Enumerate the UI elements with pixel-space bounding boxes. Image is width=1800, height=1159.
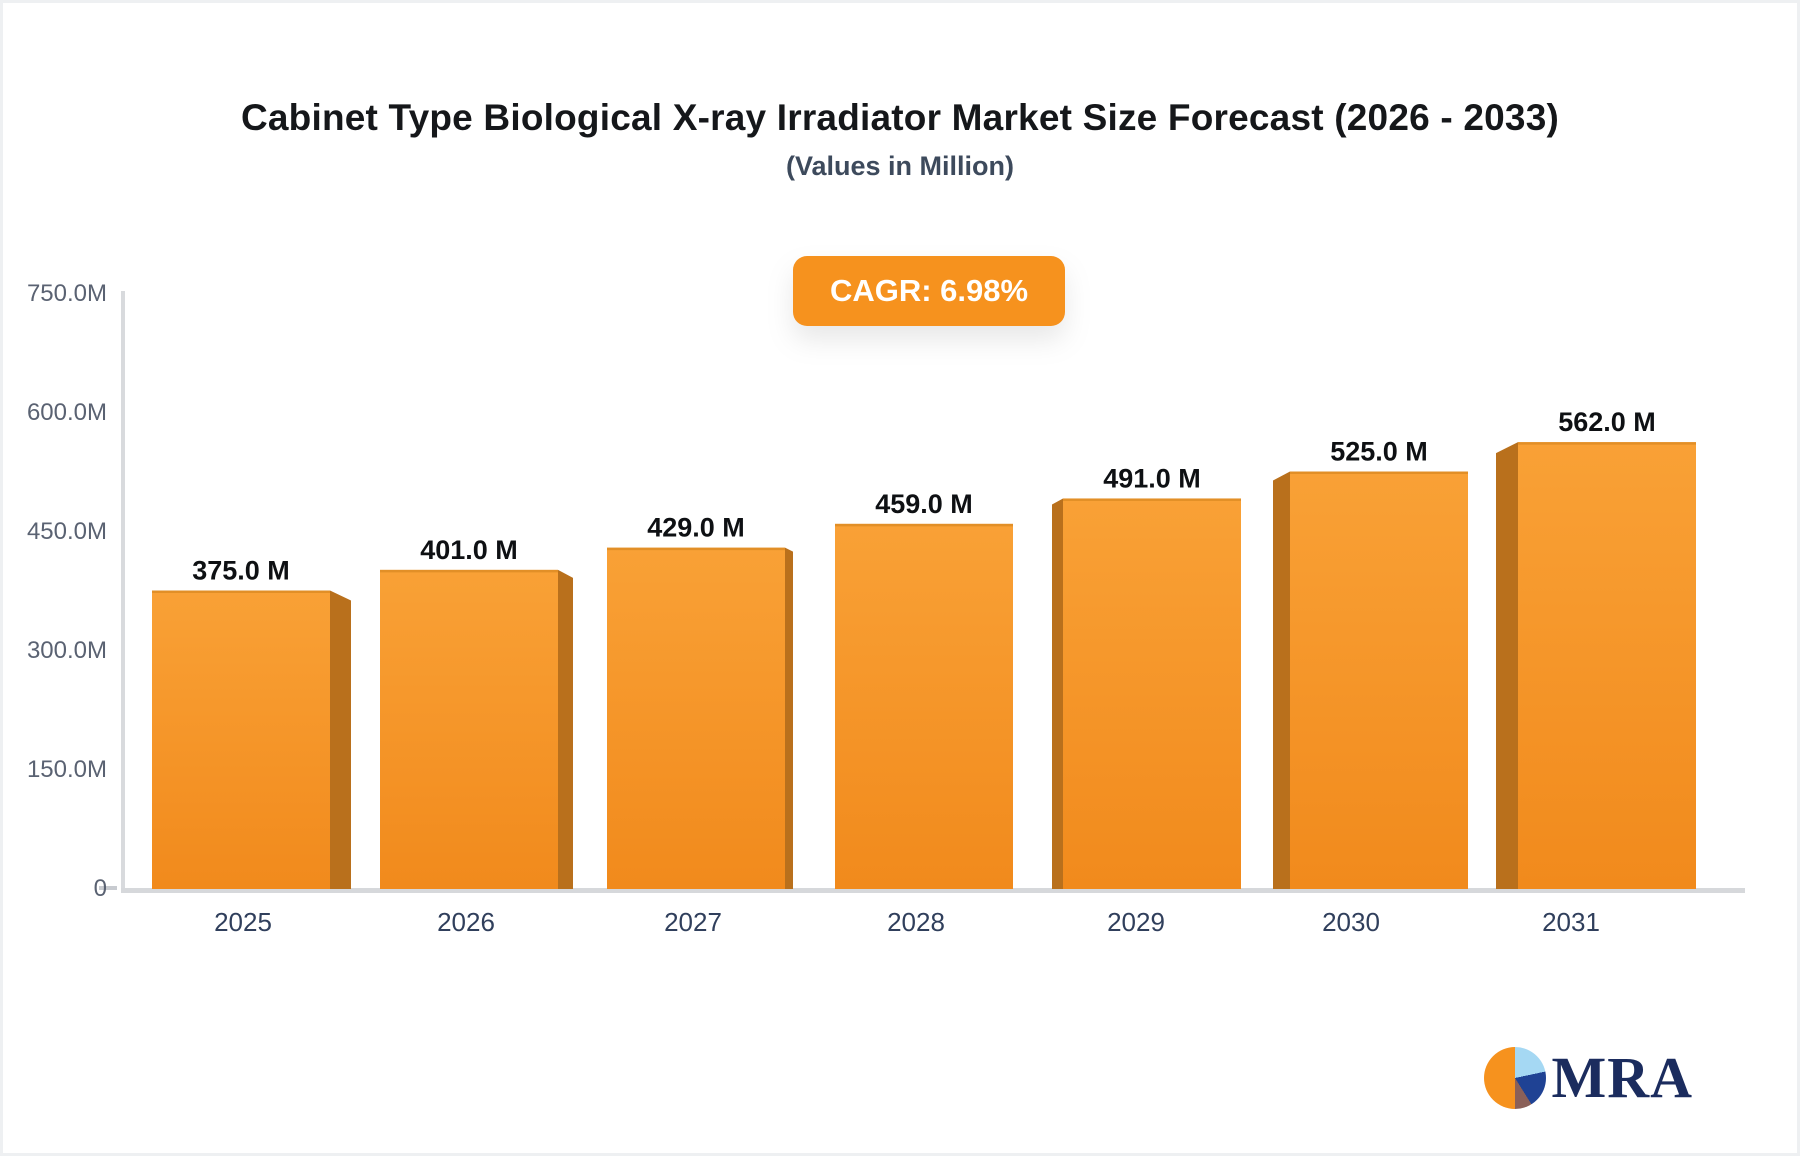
chart-subtitle: (Values in Million) [785,151,1015,181]
x-tick-label: 2028 [887,907,945,937]
y-tick-label: 750.0M [27,280,107,307]
bar-value-label: 525.0 M [1330,437,1428,467]
bar-value-label: 459.0 M [875,489,973,519]
bar-value-label: 562.0 M [1558,407,1656,437]
x-axis-line [121,888,1745,893]
bar-top-edge [1290,471,1468,474]
logo-text: MRA [1551,1045,1693,1110]
bar-top-edge [1518,442,1696,445]
y-tick-label: 150.0M [27,756,107,783]
chart-title: Cabinet Type Biological X-ray Irradiator… [240,97,1559,138]
bar-value-label: 375.0 M [192,556,290,586]
x-tick-label: 2031 [1542,907,1600,937]
bar-side [785,547,793,889]
x-tick-label: 2025 [214,907,272,937]
bar-top-edge [380,569,558,573]
pie-chart-logo-icon [1484,1047,1547,1109]
bar-value-label: 429.0 M [647,513,745,543]
bar [152,590,330,889]
mra-logo: MRA [1484,1045,1693,1111]
bar [1518,442,1696,889]
y-axis-line [121,291,125,893]
bar-top-edge [152,590,330,593]
bar [1063,498,1241,889]
x-tick-label: 2029 [1107,907,1165,937]
bar [1290,471,1468,889]
bar-side [1273,471,1290,889]
bar-top-edge [835,523,1013,527]
y-tick-label: 300.0M [27,637,107,664]
bar [380,569,558,889]
bar [835,523,1013,889]
bar-side [1052,498,1063,889]
zero-tick [99,886,117,890]
y-tick-label: 450.0M [27,518,107,545]
x-tick-label: 2027 [664,907,722,937]
bar-value-label: 491.0 M [1103,463,1201,493]
cagr-badge: CAGR: 6.98% [793,256,1065,326]
y-tick-label: 600.0M [27,399,107,426]
x-tick-label: 2030 [1322,907,1380,937]
bar-chart: 750.0M 600.0M 450.0M 300.0M 150.0M 0 375.0 M 40… [27,280,1745,937]
bar-top-edge [607,547,785,551]
bar-side [1496,442,1518,889]
bar-side [558,569,573,889]
y-tick-label: 0 [94,875,107,902]
bar-side [330,590,351,889]
x-tick-label: 2026 [437,907,495,937]
bar [607,547,785,889]
bar-value-label: 401.0 M [420,535,518,565]
bar-top-edge [1063,498,1241,501]
cagr-badge-label: CAGR: 6.98% [829,273,1029,308]
